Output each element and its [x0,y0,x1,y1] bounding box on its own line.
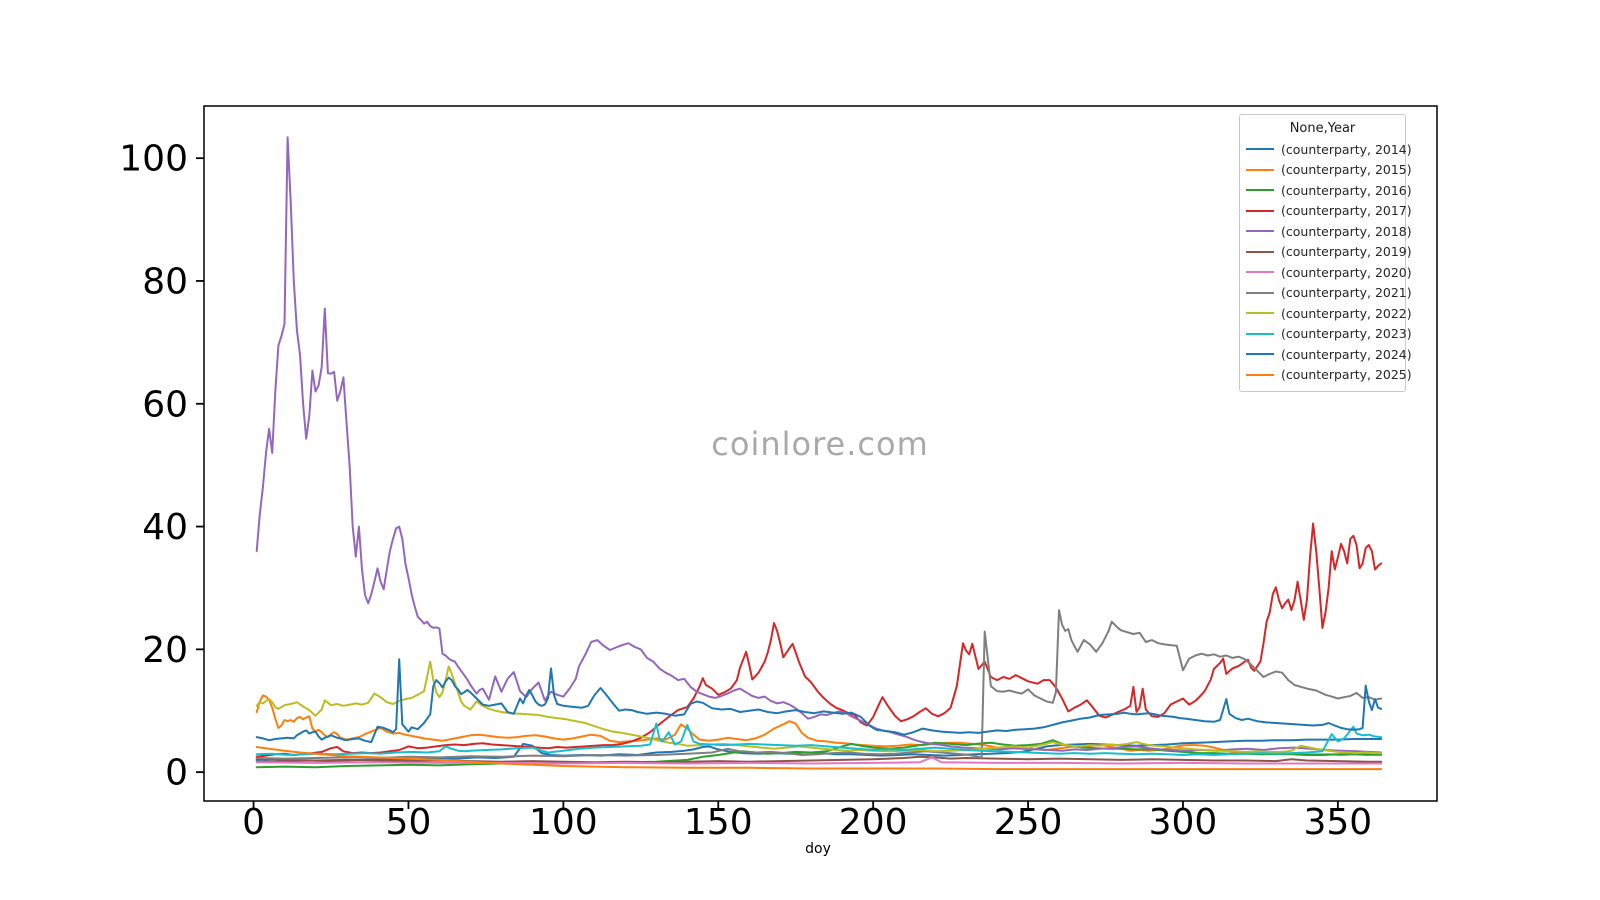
legend-swatch [1246,291,1274,294]
series-line [255,722,1383,756]
y-tick-label: 60 [142,384,188,425]
legend-items: (counterparty, 2014) (counterparty, 2015)… [1240,139,1412,386]
legend-label: (counterparty, 2014) [1281,141,1412,157]
axes-frame [203,105,1438,802]
x-tick-label: 350 [1304,802,1373,843]
series-line [255,660,1383,755]
legend-item: (counterparty, 2023) [1240,324,1412,345]
watermark: coinlore.com [711,425,929,463]
legend-swatch [1246,209,1274,212]
series-line [255,746,1383,771]
legend-label: (counterparty, 2024) [1281,346,1412,362]
legend-label: (counterparty, 2020) [1281,264,1412,280]
legend-title: None,Year [1289,121,1356,136]
legend-label: (counterparty, 2021) [1281,285,1412,301]
series-line [255,609,1383,760]
legend-label: (counterparty, 2018) [1281,223,1412,239]
x-tick-label: 50 [386,802,432,843]
legend-swatch [1246,332,1274,335]
legend-item: (counterparty, 2022) [1240,303,1412,324]
y-tick-label: 20 [142,630,188,671]
legend-item: (counterparty, 2016) [1240,180,1412,201]
x-tick-label: 0 [242,802,265,843]
legend-label: (counterparty, 2016) [1281,182,1412,198]
series-line [255,522,1383,758]
series-line [255,136,1383,754]
legend-item: (counterparty, 2015) [1240,160,1412,181]
legend-swatch [1246,148,1274,151]
legend-label: (counterparty, 2015) [1281,162,1412,178]
series-line [255,756,1383,765]
legend-item: (counterparty, 2021) [1240,283,1412,304]
y-tick-label: 100 [119,139,188,180]
y-tick-label: 0 [165,753,188,794]
x-tick-label: 250 [994,802,1063,843]
legend-swatch [1246,230,1274,233]
legend-item: (counterparty, 2020) [1240,262,1412,283]
legend-label: (counterparty, 2025) [1281,367,1412,383]
series-line [255,658,1383,744]
legend-item: (counterparty, 2024) [1240,344,1412,365]
legend-item: (counterparty, 2025) [1240,365,1412,386]
legend-label: (counterparty, 2023) [1281,326,1412,342]
x-tick-label: 200 [839,802,908,843]
legend-swatch [1246,189,1274,192]
x-tick-label: 150 [684,802,753,843]
y-tick-label: 40 [142,507,188,548]
legend-swatch [1246,271,1274,274]
legend-swatch [1246,250,1274,253]
y-tick-label: 80 [142,261,188,302]
legend-item: (counterparty, 2018) [1240,221,1412,242]
legend-label: (counterparty, 2019) [1281,244,1412,260]
x-axis-label: doy [805,841,831,857]
x-tick-label: 300 [1149,802,1218,843]
legend-swatch [1246,168,1274,171]
legend-item: (counterparty, 2017) [1240,201,1412,222]
legend: None,Year (counterparty, 2014) (counterpa… [1239,114,1412,392]
legend-label: (counterparty, 2017) [1281,203,1412,219]
legend-swatch [1246,353,1274,356]
legend-swatch [1246,373,1274,376]
legend-item: (counterparty, 2019) [1240,242,1412,263]
legend-item: (counterparty, 2014) [1240,139,1412,160]
legend-label: (counterparty, 2022) [1281,305,1412,321]
legend-swatch [1246,312,1274,315]
x-tick-label: 100 [529,802,598,843]
